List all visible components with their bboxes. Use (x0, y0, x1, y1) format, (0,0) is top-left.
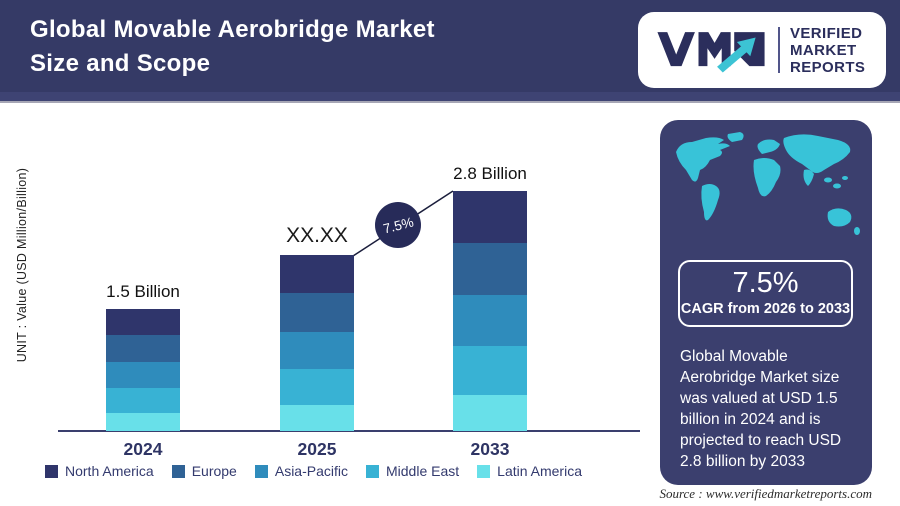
logo-divider (778, 27, 780, 73)
brand-logo: VERIFIED MARKET REPORTS (638, 12, 886, 88)
legend-label-asia-pacific: Asia-Pacific (274, 463, 348, 479)
bar-2033 (453, 191, 527, 431)
x-axis-label-2033: 2033 (470, 439, 510, 459)
legend-item-latin-america: Latin America (477, 463, 582, 479)
page-title-line1: Global Movable Aerobridge Market (30, 16, 435, 43)
y-axis-unit-label: UNIT : Value (USD Million/Billion) (15, 167, 29, 363)
legend-swatch-north-america (45, 464, 58, 478)
segment-north-america (106, 309, 180, 336)
legend-item-north-america: North America (45, 463, 154, 479)
cagr-caption: CAGR from 2026 to 2033 (680, 301, 851, 317)
bar-value-label-2025: XX.XX (286, 224, 348, 247)
x-axis-label-2025: 2025 (297, 439, 337, 459)
legend-item-middle-east: Middle East (366, 463, 459, 479)
cagr-badge-circle: 7.5% (375, 202, 421, 248)
brand-line-verified: VERIFIED (790, 24, 863, 42)
summary-panel: 7.5% CAGR from 2026 to 2033 Global Movab… (660, 120, 872, 485)
segment-asia-pacific (453, 295, 527, 346)
legend-swatch-middle-east (366, 464, 379, 478)
legend: North America Europe Asia-Pacific Middle Ea… (45, 463, 582, 479)
segment-europe (106, 335, 180, 363)
segment-latin-america (280, 404, 354, 431)
legend-swatch-europe (171, 464, 185, 478)
x-axis-baseline (58, 430, 640, 432)
legend-label-middle-east: Middle East (386, 463, 460, 479)
legend-item-europe: Europe (171, 463, 237, 479)
legend-label-latin-america: Latin America (497, 463, 582, 479)
header-banner: Global Movable Aerobridge Market Size an… (0, 0, 900, 103)
page-title: Global Movable Aerobridge Market Size an… (30, 13, 435, 81)
legend-label-europe: Europe (191, 463, 237, 479)
bar-2024 (106, 309, 180, 431)
bar-2025 (280, 255, 354, 431)
brand-line-market: MARKET (790, 41, 857, 59)
legend-swatch-asia-pacific (254, 464, 268, 478)
bar-value-label-2024: 1.5 Billion (106, 282, 180, 301)
cagr-value: 7.5% (732, 267, 799, 299)
segment-middle-east (280, 368, 354, 405)
market-summary-text: Global Movable Aerobridge Market size wa… (680, 348, 842, 470)
bar-value-label-2033: 2.8 Billion (453, 164, 527, 183)
segment-middle-east (453, 345, 527, 395)
cagr-box: 7.5% CAGR from 2026 to 2033 (678, 260, 853, 327)
segment-north-america (453, 191, 527, 243)
segment-latin-america (106, 412, 180, 431)
legend-swatch-latin-america (477, 464, 491, 478)
legend-item-asia-pacific: Asia-Pacific (254, 463, 348, 479)
vmr-logo-icon (657, 32, 765, 73)
world-map-icon (676, 132, 860, 235)
brand-name: VERIFIED MARKET REPORTS (790, 25, 865, 76)
segment-north-america (280, 255, 354, 293)
legend-label-north-america: North America (65, 463, 154, 479)
segment-asia-pacific (280, 331, 354, 369)
segment-europe (453, 242, 527, 296)
segment-latin-america (453, 394, 527, 431)
cagr-badge-value: 7.5% (381, 213, 415, 237)
source-note: Source : www.verifiedmarketreports.com (659, 486, 872, 501)
page-title-line2: Size and Scope (30, 50, 211, 77)
segment-asia-pacific (106, 362, 180, 388)
segment-middle-east (106, 387, 180, 413)
x-axis-label-2024: 2024 (123, 439, 163, 459)
brand-line-reports: REPORTS (790, 58, 866, 76)
segment-europe (280, 292, 354, 332)
